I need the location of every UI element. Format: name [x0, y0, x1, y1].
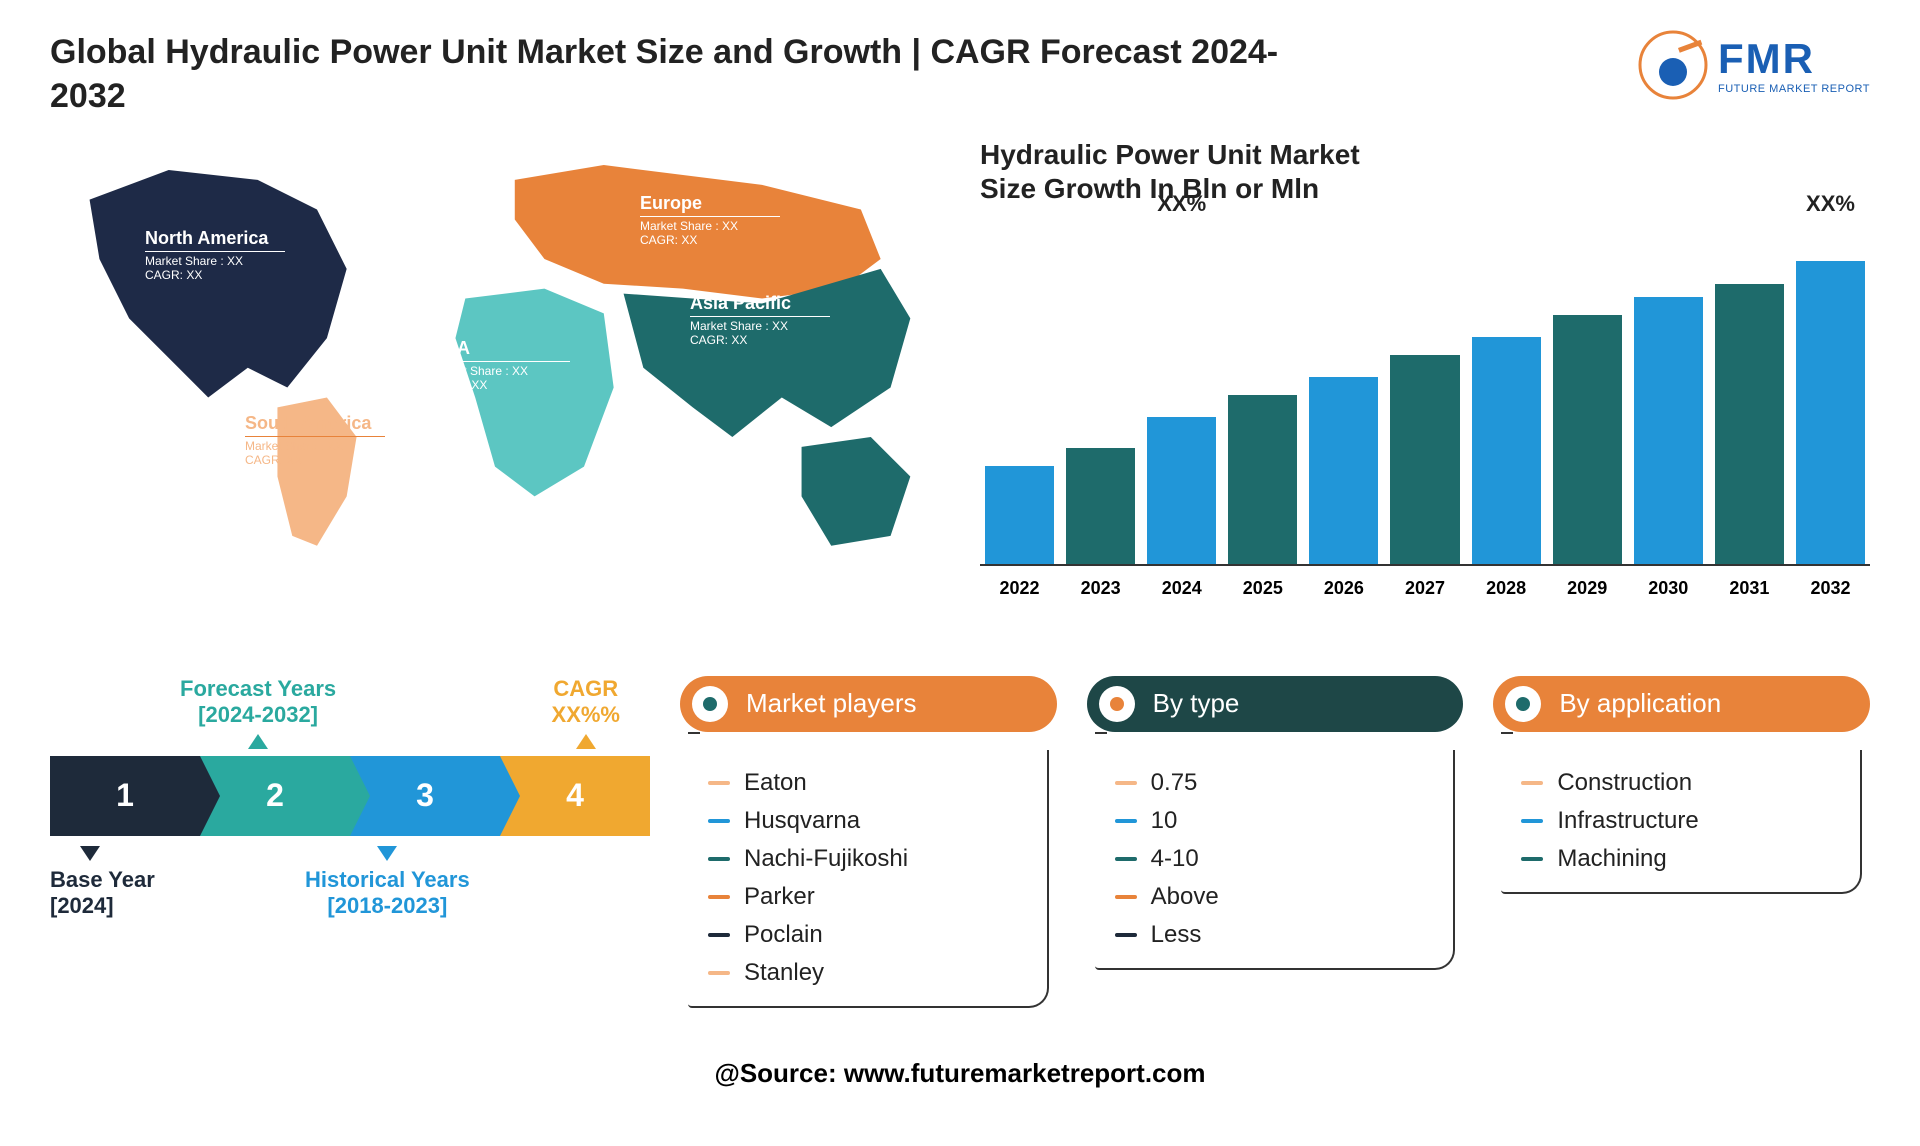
- step-4: 4: [500, 756, 650, 836]
- logo-icon: [1638, 30, 1708, 100]
- header: Global Hydraulic Power Unit Market Size …: [50, 30, 1870, 118]
- bar-2032: XX%2032: [1796, 261, 1865, 563]
- category-by-type: By type 0.75104-10AboveLess: [1087, 676, 1464, 1008]
- list-item: 0.75: [1115, 764, 1434, 802]
- main-row: North AmericaMarket Share : XXCAGR: XX So…: [50, 138, 1870, 605]
- category-header: Market players: [680, 676, 1057, 732]
- logo: FMR FUTURE MARKET REPORT: [1638, 30, 1870, 100]
- bar-2023: 2023: [1066, 448, 1135, 564]
- list-item: Nachi-Fujikoshi: [708, 840, 1027, 878]
- region-label-north-america: North AmericaMarket Share : XXCAGR: XX: [145, 228, 285, 282]
- category-body: ConstructionInfrastructureMachining: [1501, 750, 1862, 894]
- list-item: Infrastructure: [1521, 802, 1840, 840]
- bar-chart: 20222023XX%20242025202620272028202920302…: [980, 226, 1870, 566]
- list-item: Poclain: [708, 916, 1027, 954]
- category-header: By type: [1087, 676, 1464, 732]
- list-item: 4-10: [1115, 840, 1434, 878]
- bar-2031: 2031: [1715, 284, 1784, 564]
- region-label-europe: EuropeMarket Share : XXCAGR: XX: [640, 193, 780, 247]
- list-item: Husqvarna: [708, 802, 1027, 840]
- page-title: Global Hydraulic Power Unit Market Size …: [50, 30, 1350, 118]
- bar-2022: 2022: [985, 466, 1054, 564]
- list-item: Less: [1115, 916, 1434, 954]
- timeline-steps: 1 2 3 4: [50, 756, 650, 836]
- bar-2026: 2026: [1309, 377, 1378, 564]
- source-attribution: @Source: www.futuremarketreport.com: [50, 1058, 1870, 1089]
- region-label-asia-pacific: Asia PacificMarket Share : XXCAGR: XX: [690, 293, 830, 347]
- bottom-row: Forecast Years [2024-2032] CAGR XX%% 1 2…: [50, 676, 1870, 1008]
- bar-2030: 2030: [1634, 297, 1703, 564]
- list-item: Eaton: [708, 764, 1027, 802]
- bar-2025: 2025: [1228, 395, 1297, 564]
- cagr-label: CAGR XX%%: [552, 676, 620, 749]
- list-item: Machining: [1521, 840, 1840, 878]
- category-market-players: Market players EatonHusqvarnaNachi-Fujik…: [680, 676, 1057, 1008]
- region-label-south-america: South AmericaMarket Share : XXCAGR: XX: [245, 413, 385, 467]
- world-map: North AmericaMarket Share : XXCAGR: XX So…: [50, 138, 940, 558]
- list-item: Stanley: [708, 954, 1027, 992]
- logo-abbr: FMR: [1718, 35, 1870, 83]
- historical-label: Historical Years [2018-2023]: [305, 846, 470, 919]
- step-3: 3: [350, 756, 500, 836]
- list-item: Parker: [708, 878, 1027, 916]
- list-item: Construction: [1521, 764, 1840, 802]
- timeline: Forecast Years [2024-2032] CAGR XX%% 1 2…: [50, 676, 650, 836]
- bar-2028: 2028: [1472, 337, 1541, 564]
- category-by-application: By application ConstructionInfrastructur…: [1493, 676, 1870, 1008]
- step-1: 1: [50, 756, 200, 836]
- step-2: 2: [200, 756, 350, 836]
- bar-chart-section: Hydraulic Power Unit Market Size Growth …: [980, 138, 1870, 605]
- category-body: 0.75104-10AboveLess: [1095, 750, 1456, 970]
- category-header: By application: [1493, 676, 1870, 732]
- bar-2027: 2027: [1390, 355, 1459, 564]
- bar-2024: XX%2024: [1147, 417, 1216, 564]
- base-label: Base Year [2024]: [50, 846, 155, 919]
- logo-subtitle: FUTURE MARKET REPORT: [1718, 83, 1870, 95]
- list-item: 10: [1115, 802, 1434, 840]
- bar-2029: 2029: [1553, 315, 1622, 564]
- region-label-mea: MEAMarket Share : XXCAGR: XX: [430, 338, 570, 392]
- forecast-label: Forecast Years [2024-2032]: [180, 676, 336, 749]
- list-item: Above: [1115, 878, 1434, 916]
- category-body: EatonHusqvarnaNachi-FujikoshiParkerPocla…: [688, 750, 1049, 1008]
